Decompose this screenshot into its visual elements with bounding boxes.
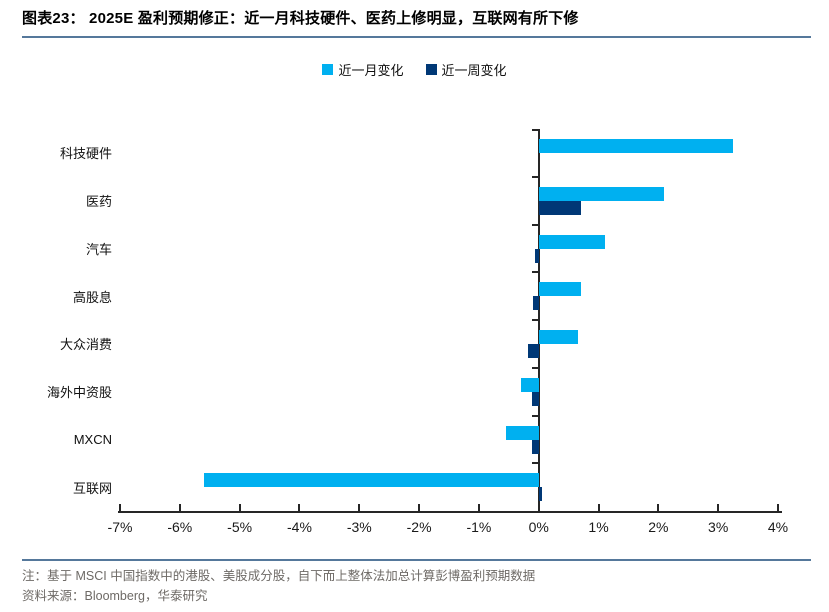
row-boundary-tick	[531, 271, 538, 274]
x-axis-line	[118, 511, 782, 513]
category-label-4: 大众消费	[59, 337, 112, 353]
bar-weekly-change-6	[531, 439, 539, 454]
legend-item-weekly-change: 近一周变化	[425, 60, 507, 79]
bar-monthly-change-7	[203, 473, 539, 488]
bar-monthly-change-5	[520, 377, 539, 392]
plot-area: -7% -6% -5% -4% -3% -2% -1% 0% 1% 2% 3% 4%	[108, 129, 788, 535]
bar-weekly-change-1	[538, 200, 581, 215]
x-tick-label--7: -7%	[107, 519, 133, 535]
x-tick	[537, 504, 540, 511]
row-boundary-tick	[531, 129, 538, 131]
x-tick	[717, 504, 720, 511]
legend-item-monthly-change: 近一月变化	[322, 60, 404, 79]
x-tick	[657, 504, 660, 511]
x-tick-label-2: 2%	[648, 519, 669, 535]
x-tick-label-1: 1%	[588, 519, 609, 535]
figure-title: 图表23： 2025E 盈利预期修正：近一月科技硬件、医药上修明显，互联网有所下…	[22, 10, 579, 27]
x-tick	[178, 504, 181, 511]
row-boundary-tick	[531, 175, 538, 178]
x-tick-label-0: 0%	[528, 519, 549, 535]
x-tick	[477, 504, 480, 511]
row-boundary-tick	[531, 414, 538, 417]
legend-swatch-monthly-change	[322, 63, 334, 75]
bar-weekly-change-2	[535, 248, 539, 263]
x-tick	[298, 504, 301, 511]
bar-monthly-change-4	[538, 330, 578, 344]
category-labels: 科技硬件医药汽车高股息大众消费海外中资股 MXCN 互联网	[0, 129, 112, 511]
x-tick-label-4: 4%	[767, 519, 789, 535]
category-label-3: 高股息	[72, 289, 112, 305]
title-divider	[22, 36, 811, 38]
bar-monthly-change-6	[505, 425, 539, 440]
legend-label-monthly-change: 近一月变化	[338, 62, 404, 78]
row-boundary-tick	[531, 319, 538, 321]
category-label-6: MXCN	[73, 431, 112, 447]
bar-monthly-change-0	[538, 139, 734, 153]
category-label-1: 医药	[85, 194, 112, 210]
source-note: 资料来源：Bloomberg，华泰研究	[22, 589, 208, 603]
bar-weekly-change-7	[538, 487, 542, 502]
bar-monthly-change-2	[538, 234, 605, 249]
x-tick	[597, 504, 600, 511]
footnote: 注：基于 MSCI 中国指数中的港股、美股成分股，自下而上整体法加总计算彭博盈利…	[22, 569, 536, 583]
x-tick-label--3: -3%	[346, 519, 372, 535]
x-tick-label--1: -1%	[466, 519, 492, 535]
x-tick	[418, 504, 421, 511]
x-tick	[777, 504, 779, 511]
category-label-0: 科技硬件	[59, 146, 112, 162]
category-label-2: 汽车	[85, 241, 112, 257]
legend-label-weekly-change: 近一周变化	[441, 62, 507, 78]
zero-axis-line	[537, 129, 540, 511]
bar-weekly-change-5	[531, 391, 539, 406]
x-tick-label-3: 3%	[708, 519, 729, 535]
x-tick	[238, 504, 241, 511]
x-tick-label--6: -6%	[167, 519, 193, 535]
bar-weekly-change-3	[532, 296, 539, 311]
category-label-7: 互联网	[72, 480, 112, 496]
row-boundary-tick	[531, 223, 538, 226]
x-tick	[358, 504, 361, 511]
x-tick-label--4: -4%	[287, 519, 312, 535]
category-label-5: 海外中资股	[46, 385, 112, 401]
footer-divider	[22, 559, 811, 561]
legend-swatch-weekly-change	[425, 63, 437, 75]
row-boundary-tick	[531, 366, 538, 369]
bar-monthly-change-3	[538, 282, 581, 297]
x-tick-label--2: -2%	[406, 519, 432, 535]
row-boundary-tick	[531, 462, 538, 465]
x-tick-label--5: -5%	[227, 519, 253, 535]
x-tick	[119, 504, 121, 511]
bar-weekly-change-4	[527, 344, 539, 358]
bar-monthly-change-1	[538, 186, 665, 201]
legend: 近一月变化 近一周变化	[0, 60, 829, 79]
